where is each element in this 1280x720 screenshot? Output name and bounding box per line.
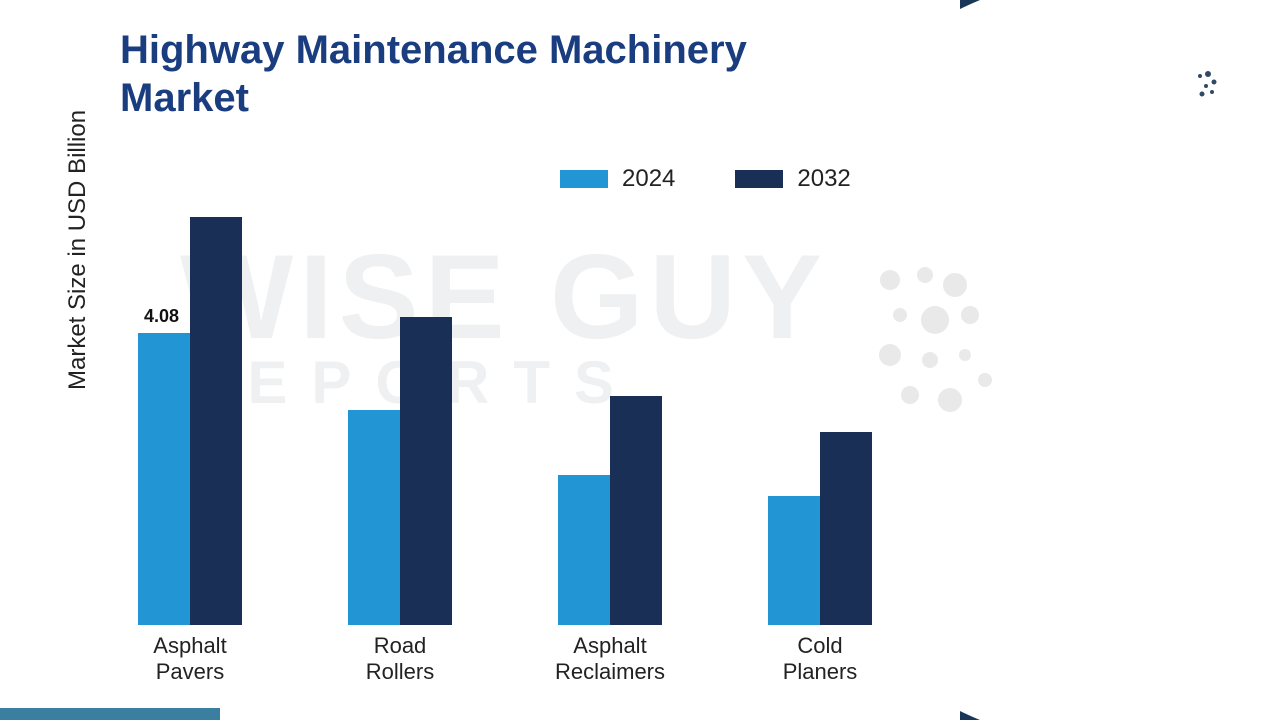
legend: 2024 2032 xyxy=(560,165,851,193)
bar-value-label: 4.08 xyxy=(144,306,179,327)
x-axis-label: AsphaltPavers xyxy=(120,633,260,686)
chart-canvas: WISE GUY REPORTS WISE GUY REPORTS Highwa… xyxy=(0,0,1280,720)
x-axis-label: ColdPlaners xyxy=(750,633,890,686)
legend-swatch-2032 xyxy=(735,170,783,188)
bar xyxy=(820,432,872,626)
bar-group: RoadRollers xyxy=(348,317,452,625)
bar-group: AsphaltPavers4.08 xyxy=(138,217,242,626)
legend-swatch-2024 xyxy=(560,170,608,188)
bar xyxy=(190,217,242,626)
legend-item-2032: 2032 xyxy=(735,165,850,193)
bar xyxy=(348,410,400,625)
bar xyxy=(138,333,190,625)
bar xyxy=(768,496,820,625)
chart-title: Highway Maintenance Machinery Market xyxy=(120,26,820,122)
legend-label-2032: 2032 xyxy=(797,165,850,193)
bar-group: AsphaltReclaimers xyxy=(558,396,662,625)
brand-logo: WISE GUY REPORTS xyxy=(1082,28,1240,76)
brand-name: WISE GUY xyxy=(1082,28,1240,58)
legend-label-2024: 2024 xyxy=(622,165,675,193)
bar xyxy=(400,317,452,625)
bar-group: ColdPlaners xyxy=(768,432,872,626)
x-axis-label: RoadRollers xyxy=(330,633,470,686)
x-axis-label: AsphaltReclaimers xyxy=(540,633,680,686)
bottom-accent-bar xyxy=(0,708,220,720)
bar xyxy=(558,475,610,626)
legend-item-2024: 2024 xyxy=(560,165,675,193)
y-axis-label: Market Size in USD Billion xyxy=(64,110,92,390)
bar xyxy=(610,396,662,625)
brand-head-icon xyxy=(1174,58,1232,122)
plot-area: AsphaltPavers4.08 RoadRollers AsphaltRecla… xyxy=(120,195,920,625)
